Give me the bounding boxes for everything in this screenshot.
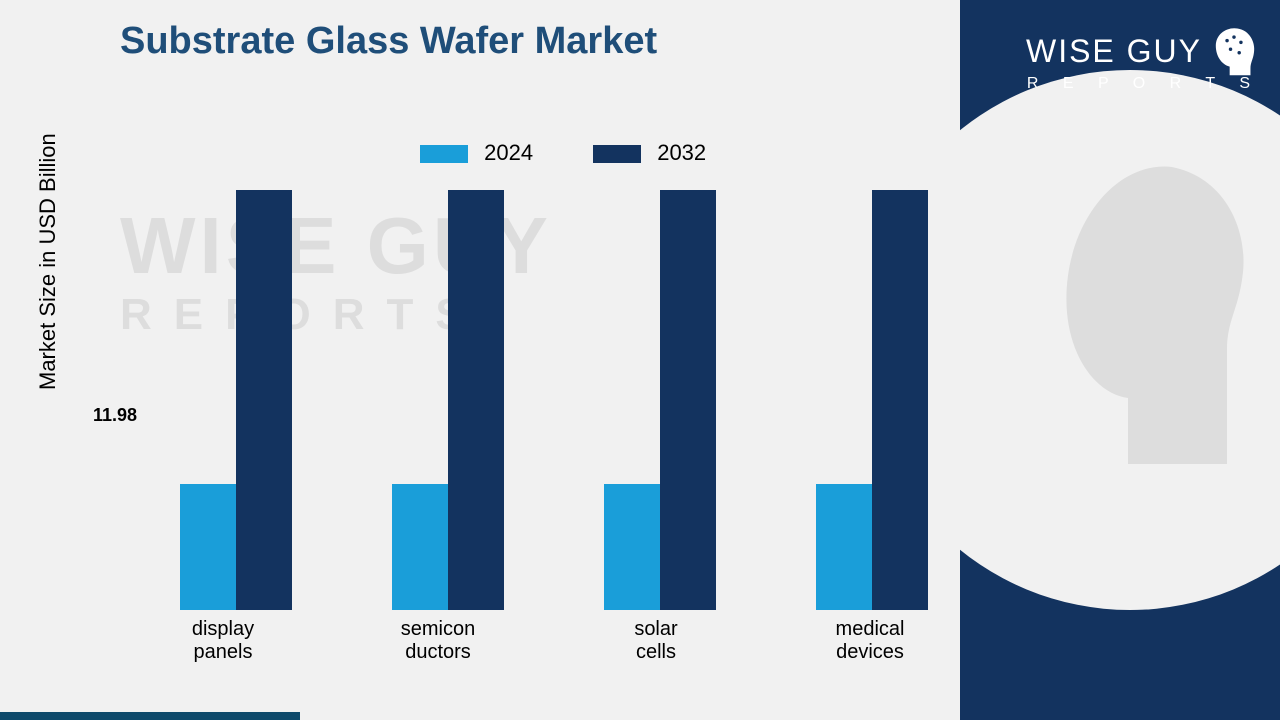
category-label: solarcells [586,618,726,664]
legend-swatch-2024 [420,145,468,163]
bar-2032 [660,190,716,610]
logo-head-icon [1208,25,1260,77]
brand-sub: R E P O R T S [1026,75,1260,93]
category-label: displaypanels [153,618,293,664]
legend-item-2024: 2024 [420,140,533,166]
chart-canvas: WISE GUY REPORTS WISE GUY R E P O R T S … [0,0,1280,720]
bottom-accent-bar [0,712,300,720]
legend-label-2032: 2032 [657,140,706,165]
legend-swatch-2032 [593,145,641,163]
plot-inner [150,190,980,610]
y-axis-label: Market Size in USD Billion [35,133,61,390]
bar-value-label: 11.98 [93,405,137,426]
category-label: semiconductors [368,618,508,664]
brand-main: WISE GUY [1026,33,1202,70]
plot-area [150,190,980,610]
chart-title: Substrate Glass Wafer Market [120,20,657,63]
bar-2024 [604,484,660,610]
bar-2024 [816,484,872,610]
brand-logo: WISE GUY R E P O R T S [1026,25,1260,93]
legend-item-2032: 2032 [593,140,706,166]
legend-label-2024: 2024 [484,140,533,165]
watermark-head-icon [1040,150,1260,470]
bar-2024 [392,484,448,610]
bar-2032 [448,190,504,610]
bar-2032 [872,190,928,610]
legend: 2024 2032 [420,140,706,166]
category-label: medicaldevices [800,618,940,664]
bar-2024 [180,484,236,610]
bar-2032 [236,190,292,610]
